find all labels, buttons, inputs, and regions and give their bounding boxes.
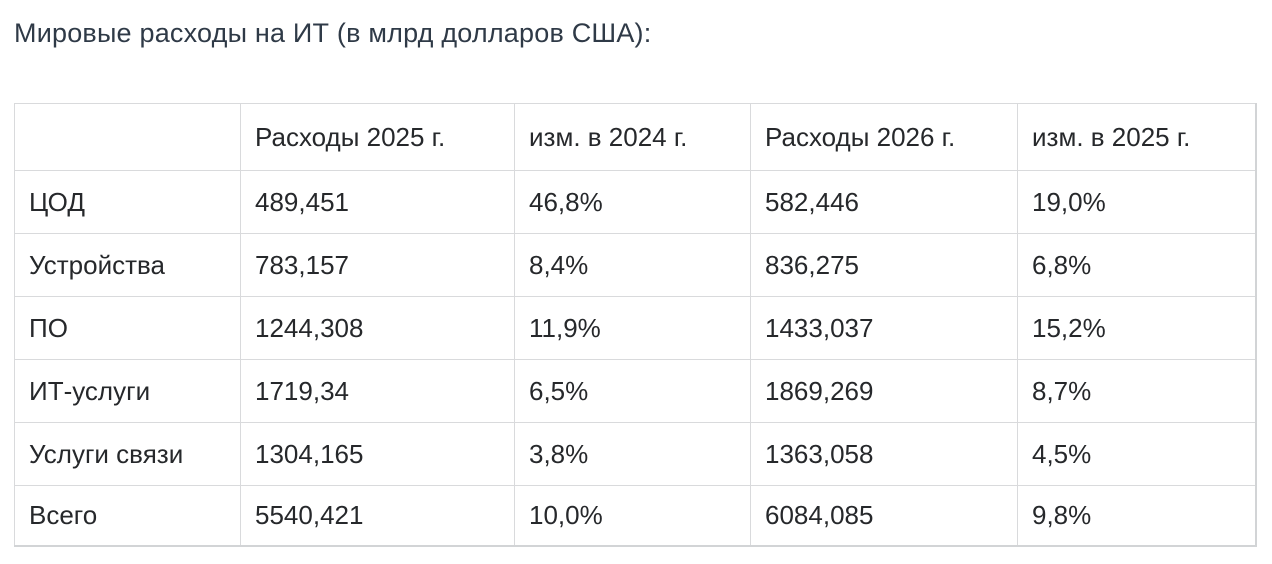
spend-2026-cell: 1433,037: [750, 296, 1018, 360]
header-cell-category: [14, 103, 241, 171]
table-row-total: Всего 5540,421 10,0% 6084,085 9,8%: [14, 485, 1256, 546]
table-row: ЦОД 489,451 46,8% 582,446 19,0%: [14, 170, 1256, 234]
change-2025-cell: 4,5%: [1017, 422, 1256, 486]
change-2025-cell: 15,2%: [1017, 296, 1256, 360]
change-2025-cell: 9,8%: [1017, 485, 1256, 546]
spend-2025-cell: 5540,421: [240, 485, 515, 546]
table-row: Услуги связи 1304,165 3,8% 1363,058 4,5%: [14, 422, 1256, 486]
table-header: Расходы 2025 г. изм. в 2024 г. Расходы 2…: [14, 103, 1256, 171]
change-2025-cell: 8,7%: [1017, 359, 1256, 423]
row-label-cell: ПО: [14, 296, 241, 360]
spend-2026-cell: 582,446: [750, 170, 1018, 234]
spend-2026-cell: 6084,085: [750, 485, 1018, 546]
change-2024-cell: 3,8%: [514, 422, 751, 486]
header-cell-change-2025: изм. в 2025 г.: [1017, 103, 1256, 171]
table-row: ПО 1244,308 11,9% 1433,037 15,2%: [14, 296, 1256, 360]
row-label-cell: ЦОД: [14, 170, 241, 234]
change-2024-cell: 10,0%: [514, 485, 751, 546]
header-cell-change-2024: изм. в 2024 г.: [514, 103, 751, 171]
table-row: ИТ-услуги 1719,34 6,5% 1869,269 8,7%: [14, 359, 1256, 423]
change-2025-cell: 19,0%: [1017, 170, 1256, 234]
row-label-cell: Устройства: [14, 233, 241, 297]
header-row: Расходы 2025 г. изм. в 2024 г. Расходы 2…: [14, 103, 1256, 171]
table-body: ЦОД 489,451 46,8% 582,446 19,0% Устройст…: [14, 170, 1256, 546]
spend-2025-cell: 783,157: [240, 233, 515, 297]
spend-2025-cell: 1244,308: [240, 296, 515, 360]
spend-2026-cell: 1869,269: [750, 359, 1018, 423]
change-2024-cell: 8,4%: [514, 233, 751, 297]
change-2025-cell: 6,8%: [1017, 233, 1256, 297]
change-2024-cell: 46,8%: [514, 170, 751, 234]
table-row: Устройства 783,157 8,4% 836,275 6,8%: [14, 233, 1256, 297]
row-label-cell: Услуги связи: [14, 422, 241, 486]
change-2024-cell: 6,5%: [514, 359, 751, 423]
row-label-cell: ИТ-услуги: [14, 359, 241, 423]
change-2024-cell: 11,9%: [514, 296, 751, 360]
spend-2025-cell: 1719,34: [240, 359, 515, 423]
page-title: Мировые расходы на ИТ (в млрд долларов С…: [14, 18, 652, 48]
spend-2026-cell: 1363,058: [750, 422, 1018, 486]
spend-2025-cell: 489,451: [240, 170, 515, 234]
spend-2026-cell: 836,275: [750, 233, 1018, 297]
spend-2025-cell: 1304,165: [240, 422, 515, 486]
row-label-cell: Всего: [14, 485, 241, 546]
it-spending-table: Расходы 2025 г. изм. в 2024 г. Расходы 2…: [14, 103, 1257, 547]
header-cell-spend-2025: Расходы 2025 г.: [240, 103, 515, 171]
header-cell-spend-2026: Расходы 2026 г.: [750, 103, 1018, 171]
